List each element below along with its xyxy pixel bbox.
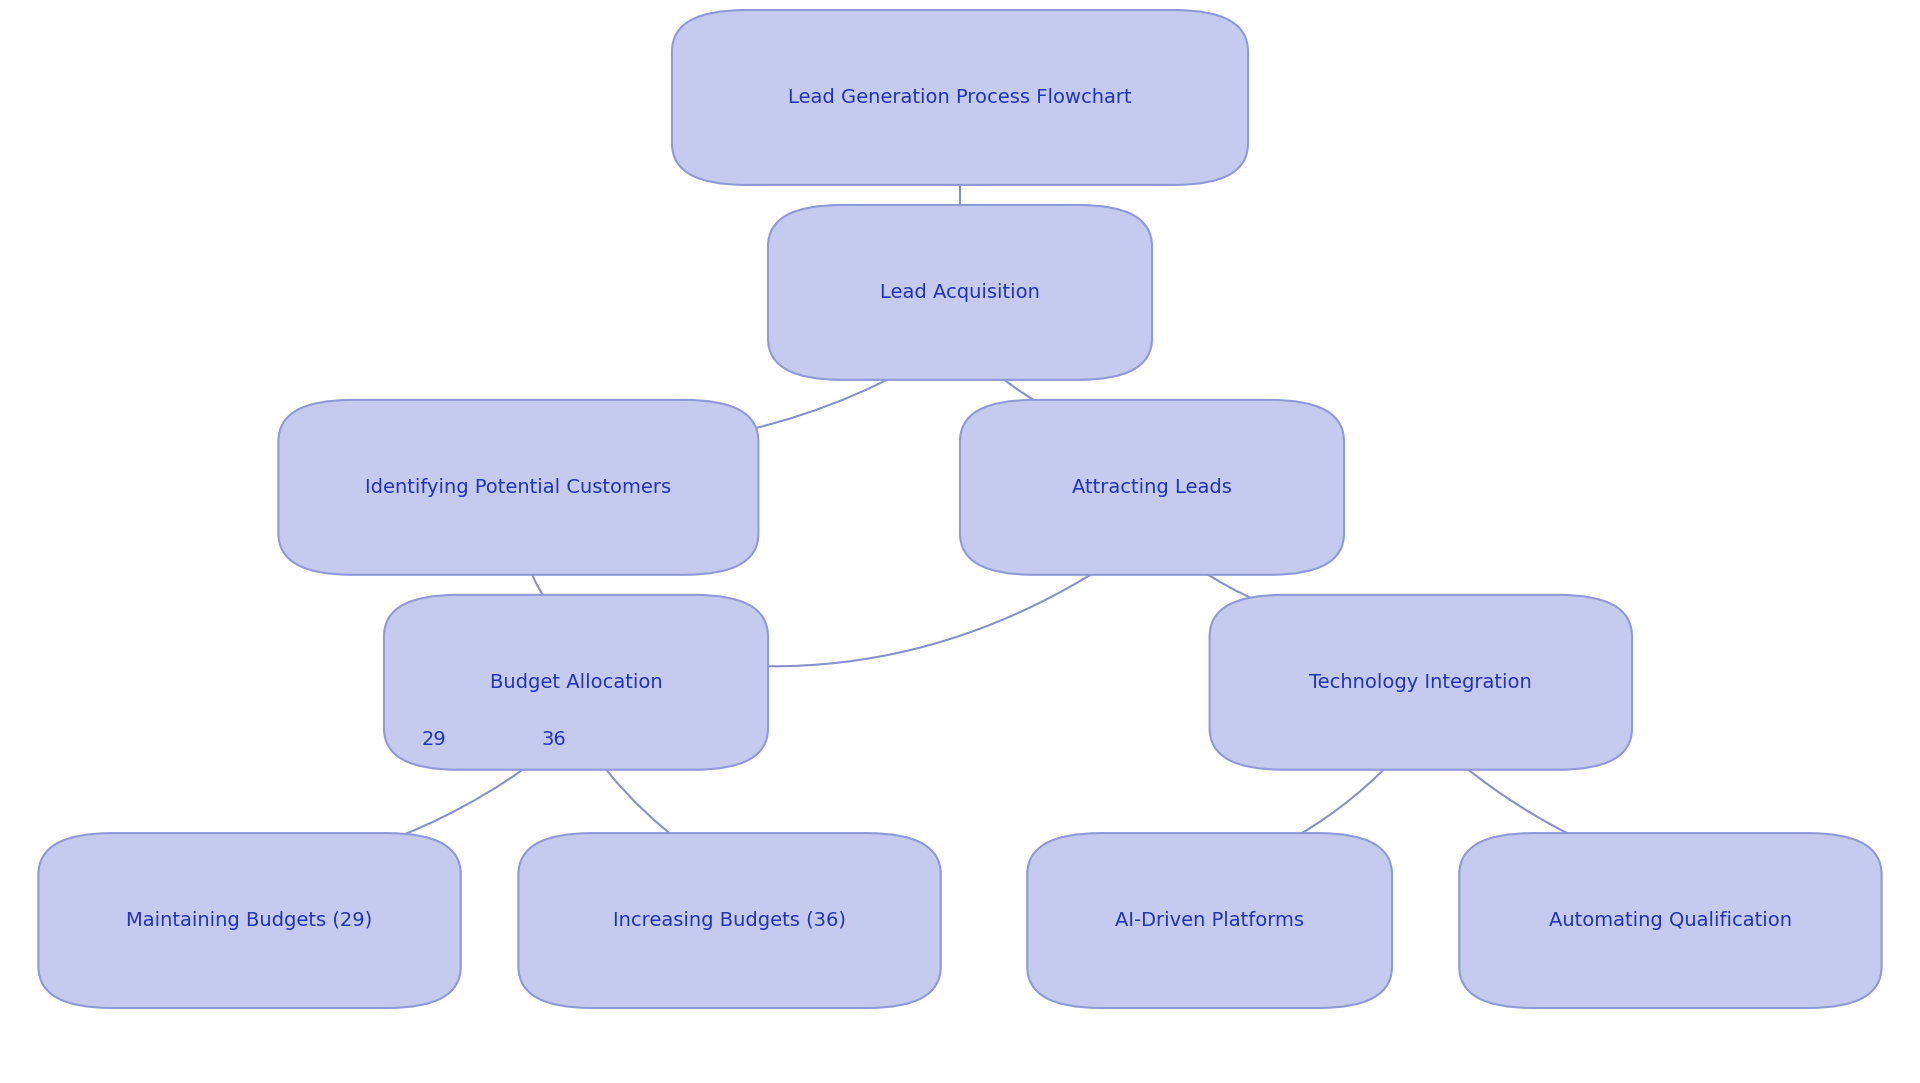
Text: Technology Integration: Technology Integration bbox=[1309, 673, 1532, 692]
Text: AI-Driven Platforms: AI-Driven Platforms bbox=[1116, 911, 1304, 930]
FancyBboxPatch shape bbox=[1210, 595, 1632, 770]
FancyBboxPatch shape bbox=[278, 400, 758, 575]
Text: Attracting Leads: Attracting Leads bbox=[1071, 478, 1233, 497]
Text: Increasing Budgets (36): Increasing Budgets (36) bbox=[612, 911, 847, 930]
Text: Identifying Potential Customers: Identifying Potential Customers bbox=[365, 478, 672, 497]
Text: Automating Qualification: Automating Qualification bbox=[1549, 911, 1791, 930]
FancyBboxPatch shape bbox=[518, 833, 941, 1008]
Text: Lead Generation Process Flowchart: Lead Generation Process Flowchart bbox=[789, 88, 1131, 107]
FancyBboxPatch shape bbox=[768, 205, 1152, 380]
Text: 36: 36 bbox=[541, 730, 566, 748]
Text: Budget Allocation: Budget Allocation bbox=[490, 673, 662, 692]
Text: 29: 29 bbox=[422, 730, 445, 748]
FancyBboxPatch shape bbox=[672, 10, 1248, 185]
FancyBboxPatch shape bbox=[1027, 833, 1392, 1008]
FancyBboxPatch shape bbox=[384, 595, 768, 770]
Text: Lead Acquisition: Lead Acquisition bbox=[879, 283, 1041, 302]
FancyBboxPatch shape bbox=[38, 833, 461, 1008]
FancyBboxPatch shape bbox=[960, 400, 1344, 575]
FancyBboxPatch shape bbox=[1459, 833, 1882, 1008]
Text: Maintaining Budgets (29): Maintaining Budgets (29) bbox=[127, 911, 372, 930]
